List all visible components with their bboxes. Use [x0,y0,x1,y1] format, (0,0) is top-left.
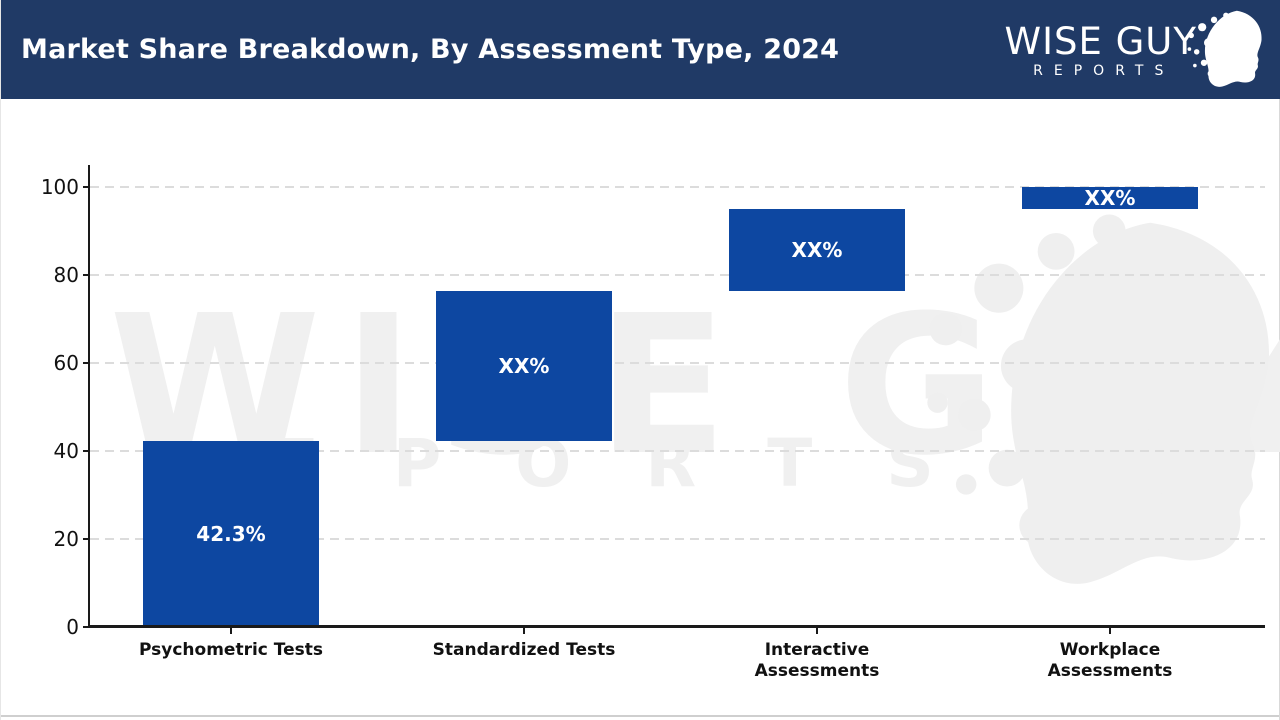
y-tick-label: 60 [53,351,79,375]
brand-logo-text: WISE GUY REPORTS [1004,19,1197,79]
y-tick-mark [83,450,90,452]
y-gridline [90,538,1265,540]
bottom-border [1,715,1279,717]
chart-area: WISE GUY REPORTS 0 20 40 60 80 100 42.3% XX% XX%… [1,99,1280,714]
y-tick-label: 40 [53,439,79,463]
x-tick-mark [1109,627,1111,634]
brand-name: WISE GUY [1004,19,1197,63]
x-tick-label-3: Interactive Assessments [754,640,880,681]
bar-3[interactable]: XX% [729,209,905,292]
y-tick-label: 20 [53,527,79,551]
y-tick-mark [83,538,90,540]
y-tick-label: 100 [40,175,79,199]
header: Market Share Breakdown, By Assessment Ty… [1,0,1280,99]
y-gridline [90,274,1265,276]
y-gridline [90,450,1265,452]
x-tick-mark [230,627,232,634]
x-tick-label-2: Standardized Tests [432,640,616,660]
plot-area: 0 20 40 60 80 100 42.3% XX% XX% XX% Psychometric T… [1,99,1280,714]
bar-1[interactable]: 42.3% [143,440,319,627]
brand-logo: WISE GUY REPORTS [1005,8,1267,92]
bar-2[interactable]: XX% [436,291,612,441]
brand-subtitle: REPORTS [1033,62,1175,79]
watermark-head-icon [927,214,1270,584]
y-tick-mark [83,626,90,628]
head-profile-icon [1187,10,1262,87]
x-tick-label-1: Psychometric Tests [138,640,324,660]
bar-value-label: XX% [1084,186,1136,211]
bar-value-label: XX% [498,354,550,379]
x-tick-mark [816,627,818,634]
y-tick-label: 80 [53,263,79,287]
y-gridline [90,362,1265,364]
bar-4[interactable]: XX% [1022,186,1198,211]
y-gridline [90,186,1265,188]
x-tick-label-4: Workplace Assessments [1047,640,1173,681]
y-axis-line [88,165,90,627]
y-tick-label: 0 [66,615,79,639]
page-title: Market Share Breakdown, By Assessment Ty… [21,34,840,65]
x-axis-line [88,625,1265,628]
bar-value-label: XX% [791,238,843,263]
x-tick-mark [523,627,525,634]
y-tick-mark [83,362,90,364]
bar-value-label: 42.3% [196,521,266,546]
y-tick-mark [83,186,90,188]
y-tick-mark [83,274,90,276]
